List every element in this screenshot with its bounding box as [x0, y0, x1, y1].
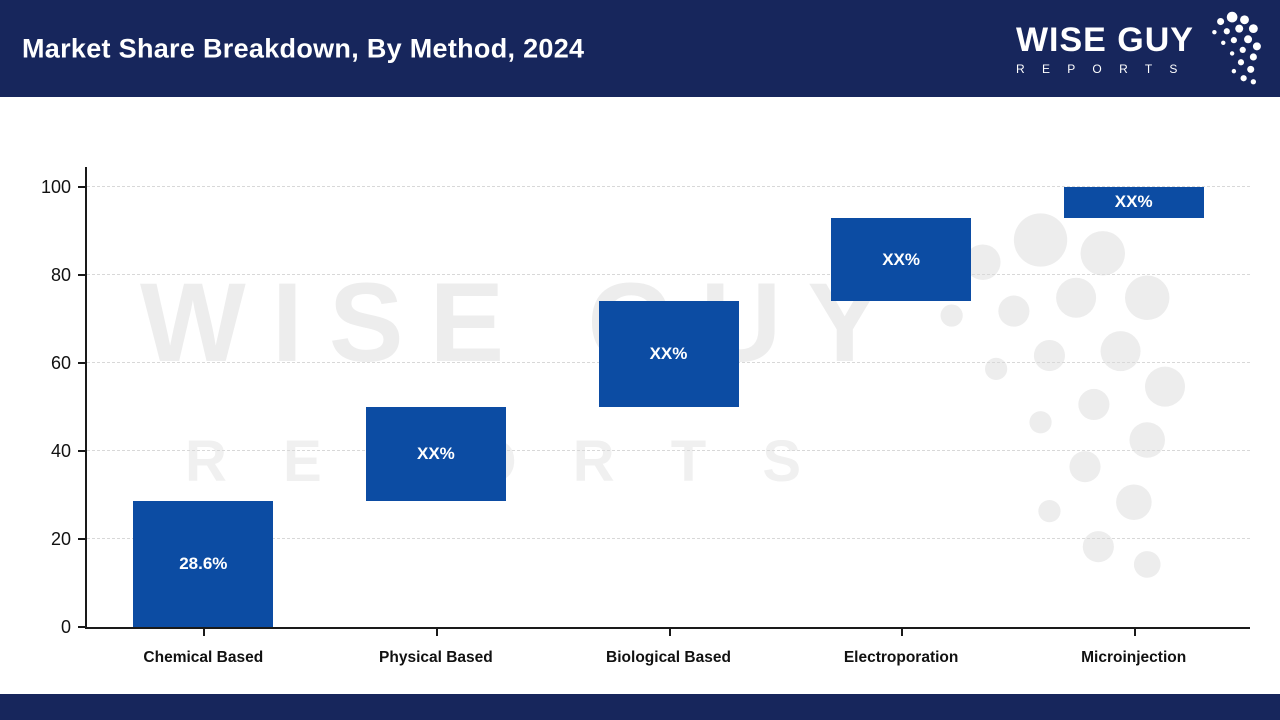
logo-text: WISE GUY R E P O R T S — [1015, 21, 1194, 76]
x-axis-category-label: Electroporation — [843, 649, 959, 666]
y-axis-label: 100 — [40, 177, 71, 197]
watermark-head-logo — [940, 213, 1185, 578]
y-axis-tick — [78, 450, 87, 452]
bar-value-label: XX% — [649, 344, 688, 364]
bar-value-label: XX% — [1114, 192, 1153, 212]
x-axis-category-label: Microinjection — [1081, 649, 1187, 666]
y-axis-label: 80 — [50, 265, 71, 285]
y-axis-tick — [78, 186, 87, 188]
plot-area: 0 20 40 60 80 100 28.6% Chemical Based XX% Physic… — [41, 167, 1250, 666]
y-axis-label: 0 — [60, 617, 71, 637]
x-axis-category-label: Chemical Based — [143, 649, 264, 666]
logo: WISE GUY R E P O R T S — [1016, 8, 1264, 90]
header-bar: Market Share Breakdown, By Method, 2024 … — [0, 0, 1280, 97]
bar-value-label: XX% — [882, 249, 920, 269]
logo-reports-text: R E P O R T S — [1015, 61, 1185, 76]
y-axis-label: 40 — [50, 441, 71, 461]
bar-value-label: 28.6% — [179, 554, 228, 574]
y-axis-tick — [78, 274, 87, 276]
x-axis-category-label: Biological Based — [606, 649, 731, 666]
gridline — [87, 538, 1250, 539]
bar-value-label: XX% — [416, 444, 455, 464]
logo-wiseguy-text: WISE GUY — [1015, 21, 1194, 60]
bar-electroporation: XX% — [831, 217, 972, 302]
gridline — [87, 274, 1250, 275]
x-axis-tick — [668, 628, 671, 636]
bar-biological-based: XX% — [598, 301, 739, 407]
chart-title: Market Share Breakdown, By Method, 2024 — [22, 33, 585, 63]
footer-bar — [0, 694, 1280, 720]
bar-chemical-based: 28.6% — [133, 501, 274, 627]
bar-physical-based: XX% — [365, 407, 506, 502]
logo-head-icon — [1212, 11, 1261, 85]
x-axis-tick — [901, 628, 904, 636]
y-axis-tick — [78, 362, 87, 364]
x-axis-tick — [435, 628, 438, 636]
bar-microinjection: XX% — [1063, 187, 1204, 218]
gridline — [87, 450, 1250, 451]
y-axis-tick — [78, 626, 87, 628]
y-axis-label: 20 — [50, 529, 71, 549]
watermark-wiseguy-text: WISE GUY — [140, 260, 909, 385]
gridline — [87, 186, 1250, 187]
y-axis-label: 60 — [50, 353, 71, 373]
x-axis-tick — [203, 628, 206, 636]
x-axis-tick — [1133, 628, 1136, 636]
x-axis-category-label: Physical Based — [379, 649, 493, 666]
y-axis-tick — [78, 538, 87, 540]
